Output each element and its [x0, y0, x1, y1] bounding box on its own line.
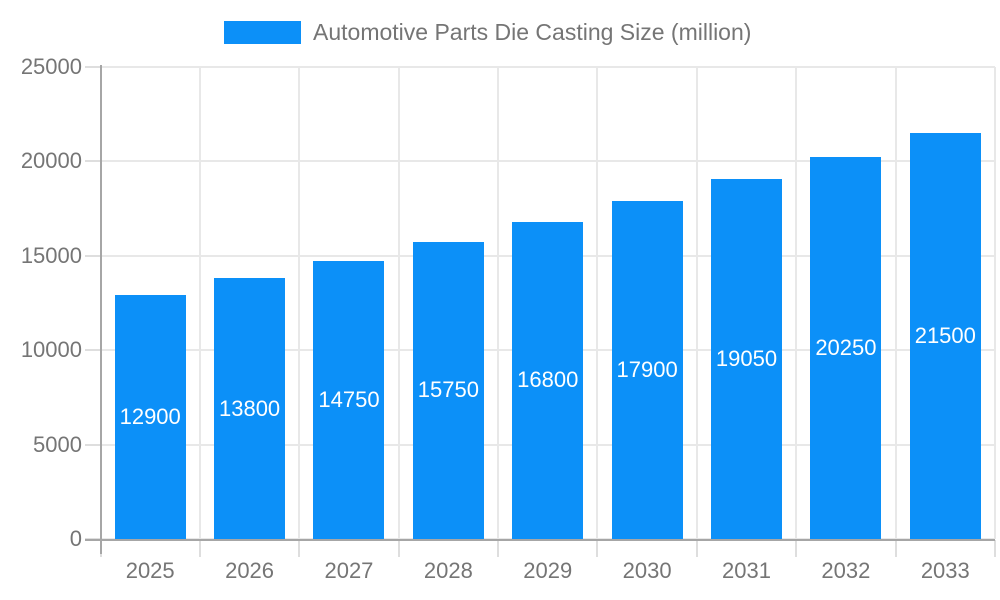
x-gridline	[795, 67, 798, 539]
x-gridline	[994, 67, 996, 539]
x-axis-label: 2030	[622, 558, 672, 583]
y-gridline	[100, 66, 995, 68]
bar	[214, 278, 286, 539]
bar	[114, 295, 186, 539]
y-axis-tick	[85, 349, 101, 352]
x-axis-tick	[695, 540, 698, 557]
y-axis-label: 0	[69, 526, 82, 551]
x-gridline	[894, 67, 897, 539]
bar	[909, 133, 981, 539]
x-axis-label: 2026	[225, 558, 275, 583]
bar	[512, 221, 584, 539]
bar-value-label: 12900	[119, 404, 181, 430]
x-axis-label: 2029	[523, 558, 573, 583]
x-axis-tick	[795, 540, 798, 557]
bar-value-label: 20250	[815, 334, 877, 360]
x-axis-tick	[497, 540, 500, 557]
x-axis-label: 2028	[423, 558, 473, 583]
y-axis-label: 25000	[20, 54, 82, 79]
bar	[611, 201, 683, 539]
y-axis-line	[99, 65, 102, 554]
x-axis-tick	[894, 540, 897, 557]
y-gridline	[100, 160, 995, 163]
x-axis-tick	[397, 540, 400, 557]
y-axis-tick	[85, 160, 101, 163]
bar-value-label: 21500	[914, 323, 976, 349]
x-axis-tick	[298, 540, 301, 557]
x-axis-line	[85, 539, 995, 541]
x-axis-label: 2032	[821, 558, 871, 583]
x-gridline	[298, 67, 301, 539]
x-axis-label: 2025	[125, 558, 175, 583]
bar-value-label: 16800	[517, 367, 579, 393]
x-gridline	[397, 67, 400, 539]
legend-label: Automotive Parts Die Casting Size (milli…	[313, 19, 752, 45]
x-axis-label: 2027	[324, 558, 374, 583]
bar	[810, 156, 882, 539]
y-axis-tick	[85, 254, 101, 257]
y-axis-tick	[85, 66, 101, 68]
y-axis-label: 20000	[20, 148, 82, 174]
bar-value-label: 13800	[218, 395, 281, 421]
x-gridline	[198, 67, 201, 539]
chart-legend[interactable]: Automotive Parts Die Casting Size (milli…	[224, 19, 751, 46]
x-gridline	[695, 67, 698, 539]
bar-value-label: 15750	[417, 377, 479, 403]
x-axis-tick	[198, 540, 201, 557]
y-axis-label: 10000	[20, 337, 82, 363]
bar-value-label: 19050	[715, 346, 778, 372]
x-axis-tick	[994, 540, 996, 557]
bar-value-label: 14750	[318, 386, 380, 412]
x-axis-label: 2033	[920, 558, 970, 583]
bar	[412, 241, 484, 539]
y-axis-label: 5000	[33, 431, 82, 457]
x-gridline	[497, 67, 500, 539]
bar	[711, 179, 783, 539]
bar-value-label: 17900	[616, 357, 678, 383]
bar	[313, 260, 385, 539]
x-axis-label: 2031	[722, 558, 771, 583]
legend-swatch	[224, 21, 301, 44]
x-axis-tick	[596, 540, 599, 557]
x-gridline	[596, 67, 599, 539]
y-axis-label: 15000	[20, 242, 82, 268]
y-axis-tick	[85, 443, 101, 446]
